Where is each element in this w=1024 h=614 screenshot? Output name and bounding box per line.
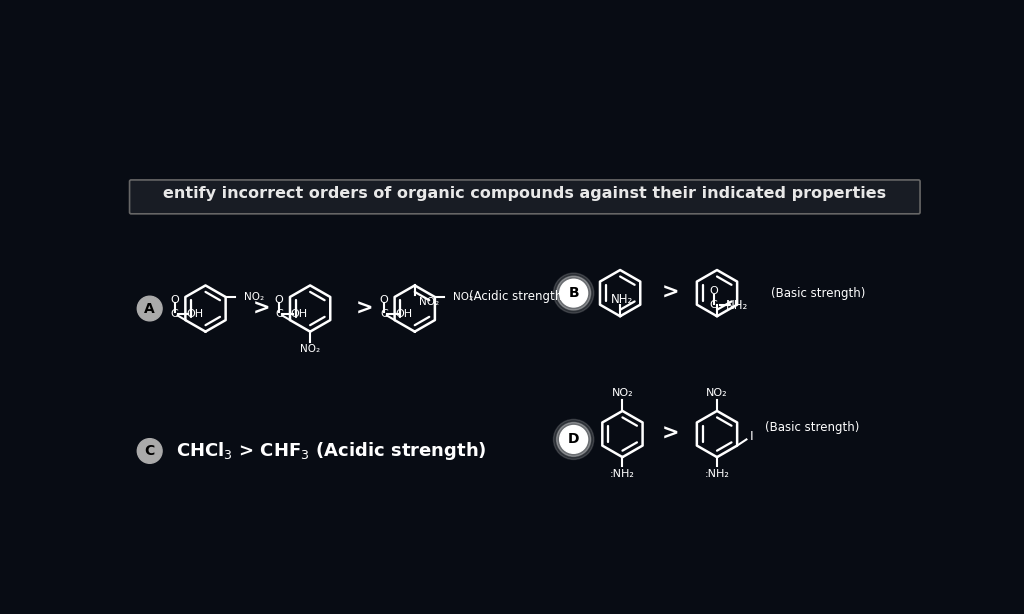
Circle shape (554, 419, 594, 459)
Text: NH₂: NH₂ (726, 299, 749, 312)
Text: I: I (750, 430, 753, 443)
FancyBboxPatch shape (130, 180, 920, 214)
Circle shape (554, 273, 594, 313)
Circle shape (557, 276, 591, 310)
Text: >: > (253, 298, 270, 319)
Text: B: B (568, 286, 579, 300)
Text: C: C (275, 309, 283, 319)
Text: NO₂: NO₂ (419, 297, 438, 308)
Text: O: O (710, 286, 718, 296)
Text: OH: OH (291, 309, 308, 319)
Text: :NH₂: :NH₂ (610, 469, 635, 479)
Text: C: C (171, 309, 178, 319)
Text: (Acidic strength): (Acidic strength) (469, 290, 567, 303)
Text: NO₂: NO₂ (300, 344, 321, 354)
Text: entify incorrect orders of organic compounds against their indicated properties: entify incorrect orders of organic compo… (163, 185, 887, 201)
Text: >: > (662, 424, 679, 444)
Circle shape (560, 279, 588, 307)
Text: NO₂: NO₂ (611, 388, 633, 398)
Text: A: A (144, 301, 155, 316)
Text: CHCl$_3$ > CHF$_3$ (Acidic strength): CHCl$_3$ > CHF$_3$ (Acidic strength) (176, 440, 486, 462)
Text: C: C (710, 300, 717, 311)
Circle shape (137, 438, 162, 464)
Circle shape (560, 426, 588, 453)
Text: OH: OH (395, 309, 413, 319)
Text: NO₂: NO₂ (245, 292, 264, 302)
Text: C: C (380, 309, 388, 319)
Text: O: O (170, 295, 179, 305)
Text: O: O (274, 295, 284, 305)
Circle shape (557, 422, 591, 456)
Text: NO₂: NO₂ (707, 388, 728, 398)
Text: >: > (355, 298, 373, 319)
Text: :NH₂: :NH₂ (705, 469, 729, 479)
Circle shape (137, 296, 162, 321)
Text: (Basic strength): (Basic strength) (771, 287, 865, 300)
Text: OH: OH (186, 309, 203, 319)
Text: D: D (568, 432, 580, 446)
Text: C: C (144, 444, 155, 458)
Text: >: > (662, 283, 679, 303)
Text: O: O (379, 295, 388, 305)
Text: NO₂: NO₂ (454, 292, 474, 302)
Text: NH₂: NH₂ (611, 293, 634, 306)
Text: (Basic strength): (Basic strength) (765, 421, 859, 434)
